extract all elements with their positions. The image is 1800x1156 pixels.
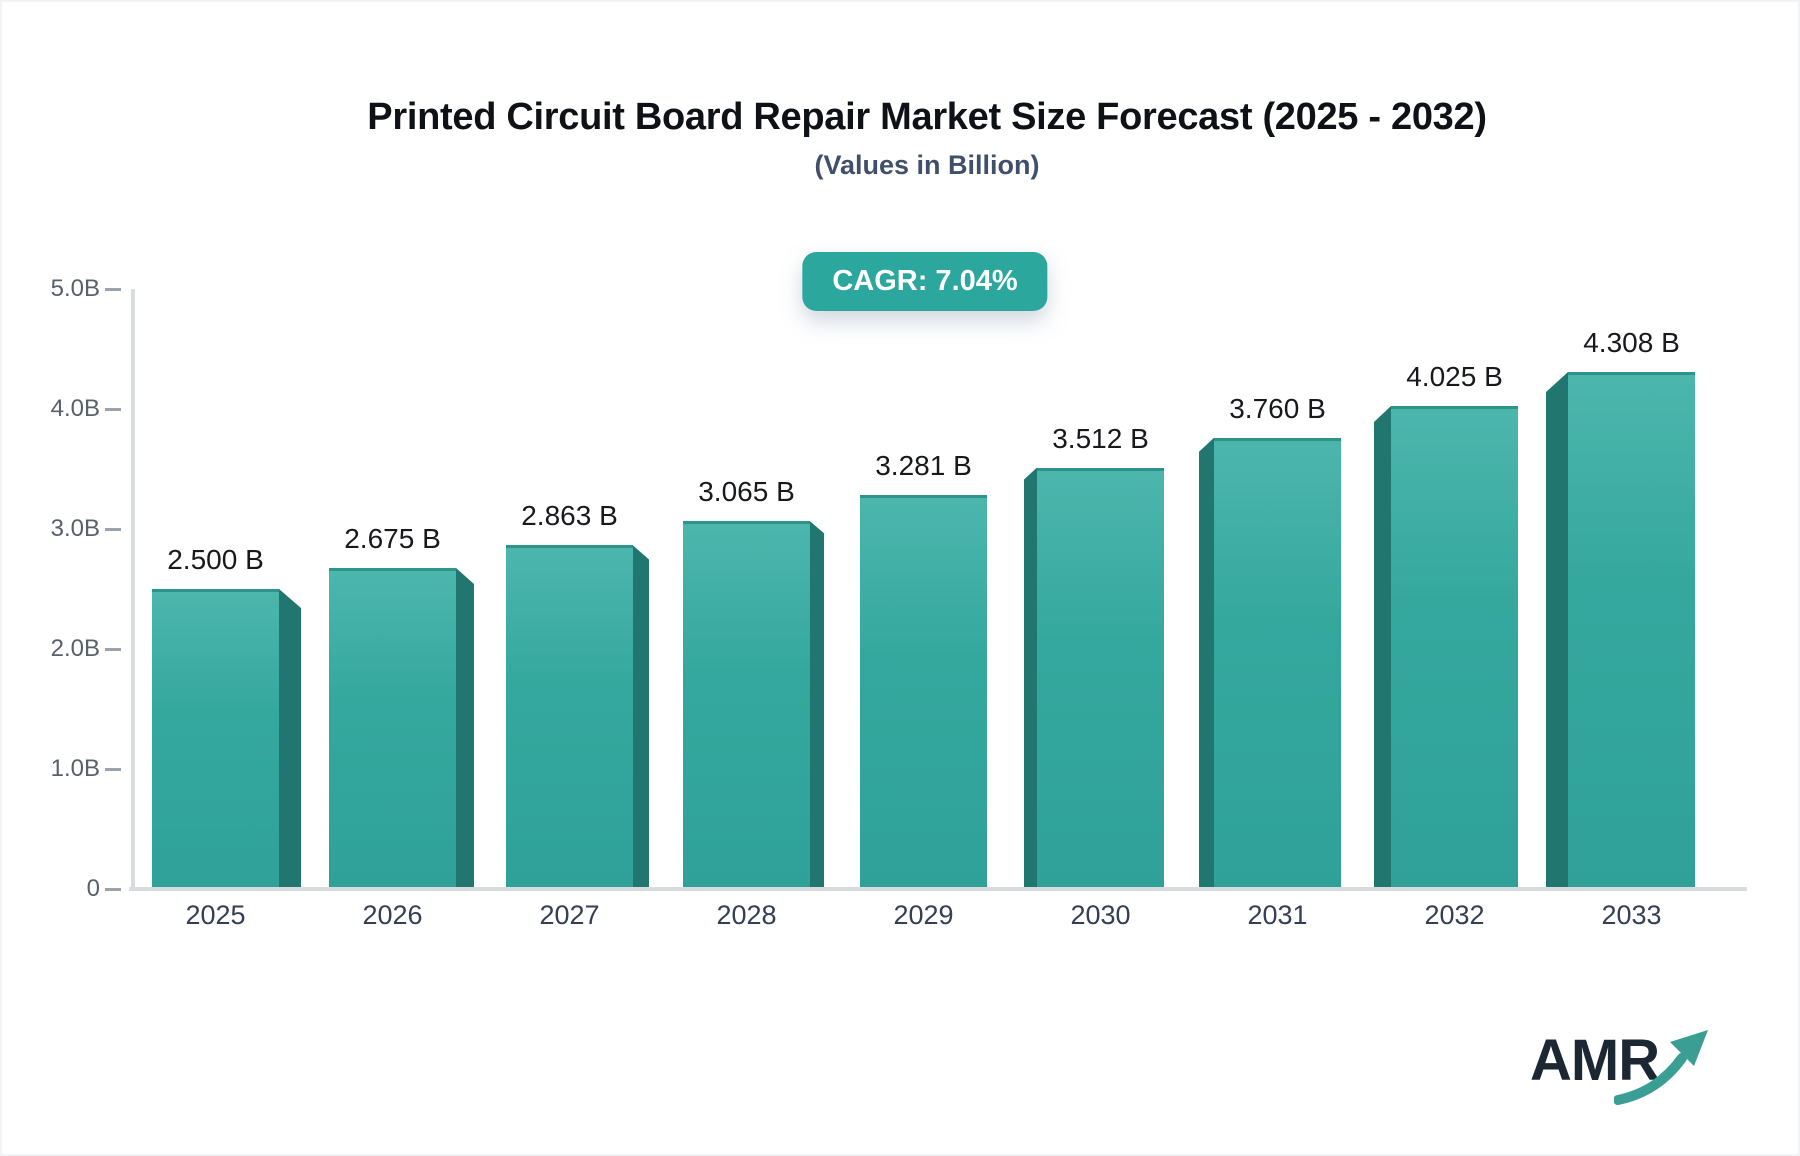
y-tick-label: 2.0B [50,635,100,662]
bar-value-label: 3.512 B [1052,422,1149,454]
bar-side-face [1024,467,1037,888]
x-category-label: 2026 [362,900,423,930]
bar [1568,372,1695,888]
x-category-label: 2030 [1070,900,1131,930]
x-category-label: 2033 [1601,900,1662,930]
bar [329,568,456,888]
bar-value-label: 3.065 B [698,476,795,508]
bar-side-face [456,568,474,888]
chart-subtitle: (Values in Billion) [814,150,1040,180]
y-axis-tick [105,408,121,411]
bar [152,589,279,888]
bar [506,545,633,888]
y-axis-tick [105,288,121,291]
x-category-label: 2027 [539,900,600,930]
bar [1037,467,1164,888]
bar-side-face [1374,406,1391,888]
bar-value-label: 4.308 B [1583,327,1680,359]
y-tick-label: 4.0B [50,395,100,422]
x-category-label: 2032 [1424,900,1485,930]
y-axis-tick [105,768,121,771]
bar-value-label: 2.675 B [344,523,441,554]
bar-side-face [810,521,824,888]
x-category-label: 2028 [716,900,777,930]
amr-logo-text: AMR [1530,1028,1660,1093]
bar [1391,406,1518,888]
y-axis-tick [105,528,121,531]
bar-side-face [633,545,649,888]
bar-value-label: 2.863 B [521,500,618,532]
y-axis-line [131,289,135,891]
bar-side-face [1546,372,1568,888]
bar [683,521,810,888]
trending-up-arrow-icon [1614,1030,1708,1105]
bar-value-label: 4.025 B [1406,361,1503,392]
y-tick-label: 5.0B [50,275,100,302]
y-tick-label: 1.0B [50,755,100,782]
bar [1214,437,1341,888]
chart-title: Printed Circuit Board Repair Market Size… [367,96,1487,138]
y-tick-label: 0 [86,875,100,902]
bar-value-label: 3.760 B [1229,392,1326,424]
y-axis-tick [105,888,121,891]
bar [860,495,987,888]
bar-value-label: 2.500 B [167,544,264,575]
cagr-badge: CAGR: 7.04% [802,252,1048,311]
bar-side-face [279,589,301,888]
x-axis-line [129,887,1747,891]
y-axis-tick [105,648,121,651]
x-category-label: 2025 [185,900,246,930]
bar-value-label: 3.281 B [875,450,972,482]
x-category-label: 2029 [893,900,954,930]
x-category-label: 2031 [1247,900,1308,930]
y-tick-label: 3.0B [50,515,100,542]
bar-side-face [1199,437,1214,888]
